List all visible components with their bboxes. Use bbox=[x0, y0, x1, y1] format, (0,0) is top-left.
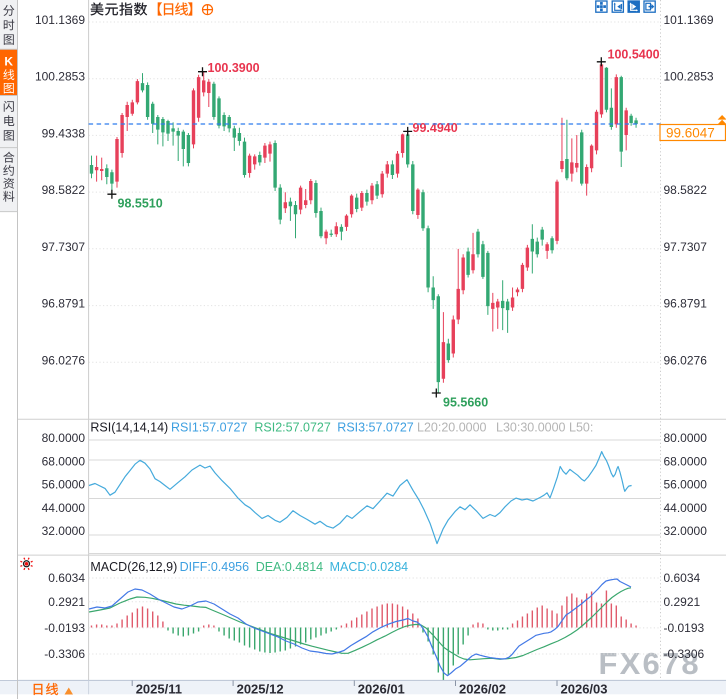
svg-text:2025/11: 2025/11 bbox=[136, 681, 182, 696]
svg-text:68.0000: 68.0000 bbox=[42, 454, 86, 468]
svg-text:100.5400: 100.5400 bbox=[608, 47, 660, 61]
svg-text:32.0000: 32.0000 bbox=[664, 524, 708, 538]
svg-text:DEA:0.4814: DEA:0.4814 bbox=[256, 560, 323, 574]
svg-text:80.0000: 80.0000 bbox=[664, 431, 708, 445]
svg-text:99.6047: 99.6047 bbox=[666, 125, 715, 140]
svg-text:-0.0193: -0.0193 bbox=[44, 621, 85, 635]
svg-text:2026/01: 2026/01 bbox=[358, 681, 405, 696]
svg-text:0.6034: 0.6034 bbox=[48, 571, 85, 585]
svg-text:-0.0193: -0.0193 bbox=[664, 621, 705, 635]
svg-text:-0.3306: -0.3306 bbox=[44, 647, 85, 661]
svg-text:95.5660: 95.5660 bbox=[443, 396, 488, 410]
svg-text:68.0000: 68.0000 bbox=[664, 454, 708, 468]
svg-text:0.2921: 0.2921 bbox=[48, 595, 85, 609]
svg-text:98.5822: 98.5822 bbox=[42, 183, 86, 197]
svg-text:80.0000: 80.0000 bbox=[42, 431, 86, 445]
svg-text:L50:: L50: bbox=[569, 421, 593, 435]
svg-text:96.0276: 96.0276 bbox=[42, 353, 86, 367]
svg-text:-0.3306: -0.3306 bbox=[664, 647, 705, 661]
svg-text:56.0000: 56.0000 bbox=[664, 478, 708, 492]
svg-text:RSI1:57.0727: RSI1:57.0727 bbox=[171, 421, 247, 435]
svg-text:MACD:0.0284: MACD:0.0284 bbox=[330, 560, 409, 574]
svg-text:99.4940: 99.4940 bbox=[413, 121, 458, 135]
svg-text:DIFF:0.4956: DIFF:0.4956 bbox=[180, 560, 250, 574]
svg-text:2026/03: 2026/03 bbox=[561, 681, 608, 696]
svg-text:44.0000: 44.0000 bbox=[664, 501, 708, 515]
svg-text:99.4338: 99.4338 bbox=[42, 126, 86, 140]
svg-text:L30:30.0000: L30:30.0000 bbox=[496, 421, 566, 435]
svg-text:K: K bbox=[4, 55, 13, 69]
svg-text:RSI2:57.0727: RSI2:57.0727 bbox=[254, 421, 330, 435]
svg-text:0.6034: 0.6034 bbox=[664, 571, 701, 585]
svg-text:32.0000: 32.0000 bbox=[42, 524, 86, 538]
svg-text:98.5510: 98.5510 bbox=[118, 197, 163, 211]
svg-text:56.0000: 56.0000 bbox=[42, 478, 86, 492]
svg-text:98.5822: 98.5822 bbox=[664, 183, 708, 197]
svg-text:96.0276: 96.0276 bbox=[664, 353, 708, 367]
svg-text:97.7307: 97.7307 bbox=[42, 240, 86, 254]
svg-text:0.2921: 0.2921 bbox=[664, 595, 701, 609]
svg-text:2025/12: 2025/12 bbox=[237, 681, 284, 696]
svg-text:MACD(26,12,9): MACD(26,12,9) bbox=[90, 560, 177, 574]
svg-text:RSI(14,14,14): RSI(14,14,14) bbox=[90, 421, 168, 435]
svg-text:96.8791: 96.8791 bbox=[664, 297, 708, 311]
svg-text:L20:20.0000: L20:20.0000 bbox=[417, 421, 487, 435]
svg-text:96.8791: 96.8791 bbox=[42, 297, 86, 311]
svg-text:101.1369: 101.1369 bbox=[35, 13, 85, 27]
svg-text:100.2853: 100.2853 bbox=[664, 70, 714, 84]
svg-text:44.0000: 44.0000 bbox=[42, 501, 86, 515]
svg-text:97.7307: 97.7307 bbox=[664, 240, 708, 254]
svg-text:2026/02: 2026/02 bbox=[459, 681, 506, 696]
svg-text:100.3900: 100.3900 bbox=[208, 61, 260, 75]
svg-text:101.1369: 101.1369 bbox=[664, 13, 714, 27]
svg-text:FX678: FX678 bbox=[599, 646, 701, 681]
svg-text:RSI3:57.0727: RSI3:57.0727 bbox=[337, 421, 413, 435]
svg-text:100.2853: 100.2853 bbox=[35, 70, 85, 84]
